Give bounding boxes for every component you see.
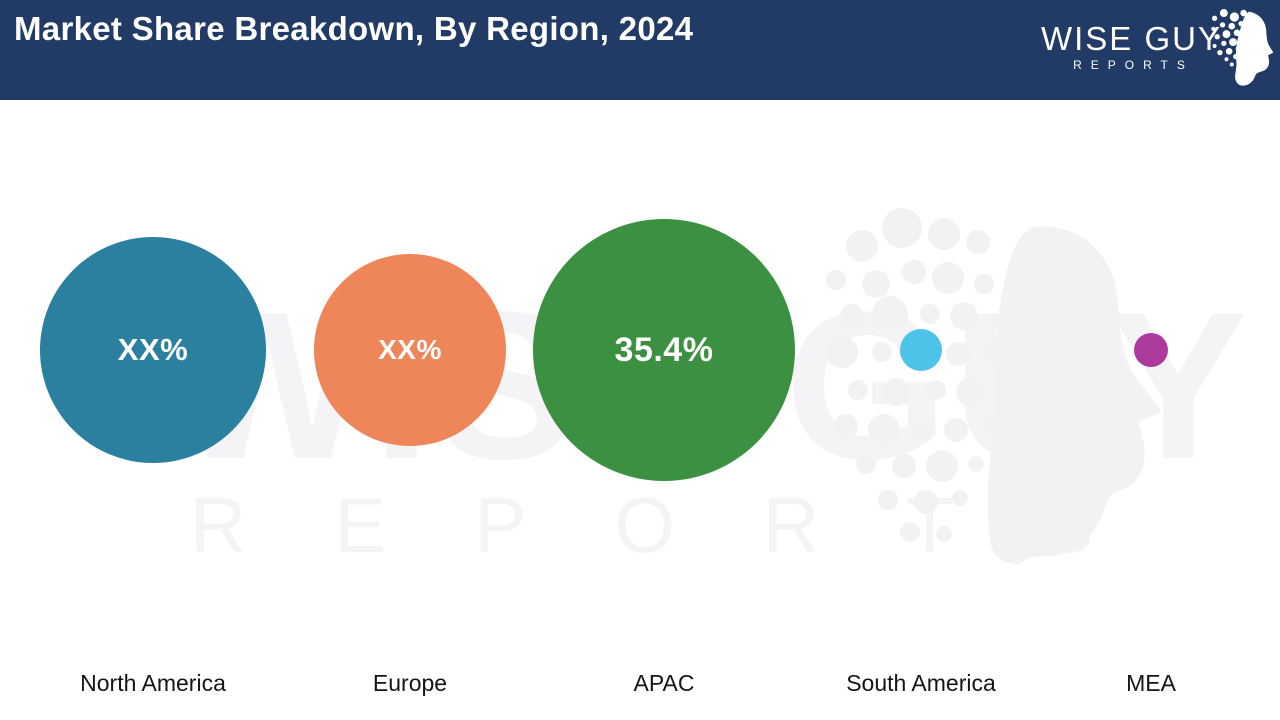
watermark-head-silhouette (826, 208, 1162, 564)
wise-guy-logo: WISE GUY REPORTS (1041, 4, 1274, 96)
bubble-north-america: XX% (40, 237, 266, 463)
bubble-south-america (900, 329, 942, 371)
bubble-value-europe: XX% (378, 334, 442, 365)
logo-head-icon (1211, 9, 1274, 86)
watermark-head-dots (826, 208, 1004, 542)
bubble-value-apac: 35.4% (614, 330, 714, 369)
bubble-value-north-america: XX% (117, 332, 189, 367)
label-north-america: North America (80, 670, 226, 696)
label-europe: Europe (372, 670, 448, 696)
bubble-europe: XX% (314, 254, 506, 446)
label-mea: MEA (1126, 670, 1176, 696)
logo-text: WISE GUY REPORTS (1041, 22, 1222, 72)
watermark-reports-text: REPORTS (190, 481, 1182, 569)
bubble-apac: 35.4% (533, 219, 795, 481)
bubble-mea (1134, 333, 1168, 367)
logo-wordmark: WISE GUY (1040, 20, 1222, 58)
label-south-america: South America (846, 670, 996, 696)
logo-subtitle: REPORTS (1073, 57, 1194, 72)
header-bar: Market Share Breakdown, By Region, 2024 … (0, 0, 1280, 100)
bubble-chart: WISE GUY REPORTS XX% (0, 100, 1280, 720)
label-apac: APAC (633, 670, 695, 696)
page-title: Market Share Breakdown, By Region, 2024 (14, 10, 694, 47)
